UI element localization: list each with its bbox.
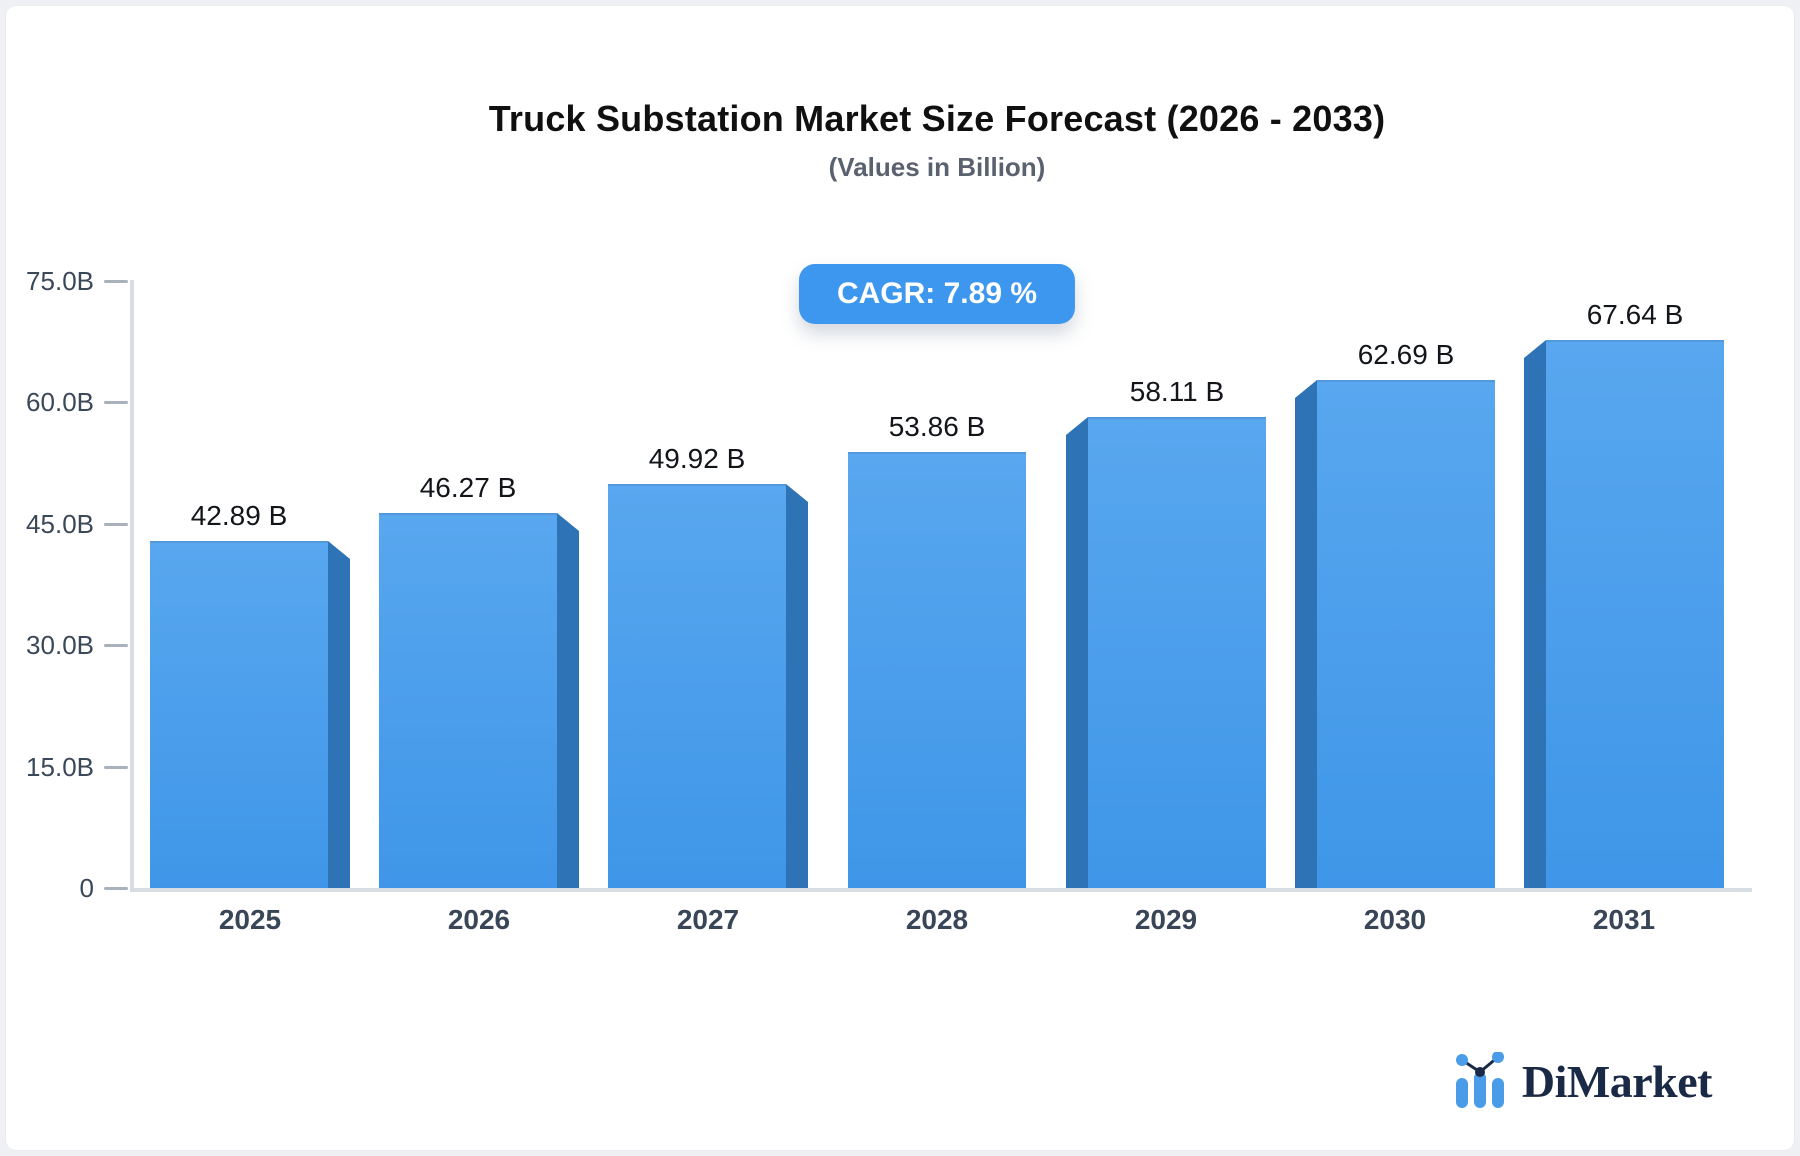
bar-face [608,484,786,888]
y-tick-mark [104,401,128,404]
bar-face [1317,380,1495,888]
x-axis-year-label: 2031 [1592,904,1656,935]
bar-value-label: 58.11 B [1129,376,1225,407]
bar-face [848,452,1026,888]
chart-subtitle: (Values in Billion) [828,152,1046,182]
x-axis-year-label: 2025 [218,904,282,935]
bar-2026 [379,513,579,888]
cagr-badge: CAGR: 7.89 % [798,264,1076,324]
bar-side-face [557,513,579,888]
bar-chart-sparkline-icon [1455,1052,1504,1108]
y-tick-label: 0 [79,873,94,903]
bar-chart-plot-area: 75.0B 60.0B 45.0B 30.0B 15.0B 0 42.89 B 2025 46.… [6,6,1794,1150]
bar-value-label: 42.89 B [190,500,288,531]
bar-side-face [1524,340,1546,888]
y-tick-mark [104,279,128,283]
bar-side-face [1295,380,1317,888]
y-tick-label: 60.0B [26,387,94,417]
logo-wordmark: DiMarket [1521,1056,1713,1107]
bar-2027 [608,484,808,888]
chart-title: Truck Substation Market Size Forecast (2… [488,98,1386,139]
bar-value-label: 49.92 B [648,443,746,474]
y-tick-mark [104,765,128,769]
bar-2031 [1524,340,1724,888]
x-axis-year-label: 2029 [1134,904,1198,935]
y-axis-line [130,280,134,888]
bar-side-face [1066,417,1088,888]
bar-2025 [150,541,350,888]
y-tick-label: 45.0B [26,508,94,539]
x-axis-year-label: 2027 [676,904,740,935]
bar-face [1088,417,1266,888]
dimarket-logo: DiMarket [1454,1052,1713,1108]
y-tick-mark [104,644,128,647]
y-tick-label: 30.0B [26,630,94,660]
x-axis-year-label: 2026 [447,904,511,935]
cagr-badge-label: CAGR: 7.89 % [836,277,1038,310]
bar-value-label: 46.27 B [419,472,517,503]
x-axis-baseline [130,888,1752,892]
bar-2030 [1295,380,1495,888]
bar-value-label: 62.69 B [1357,339,1455,370]
y-tick-mark [104,522,128,526]
y-tick-label: 15.0B [26,751,94,782]
y-tick-mark [104,887,128,890]
bar-face [1546,340,1724,888]
chart-card: Truck Substation Market Size Forecast (2… [6,6,1794,1150]
bar-side-face [328,541,350,888]
bar-value-label: 53.86 B [888,411,986,442]
bar-side-face [786,484,808,888]
chart-region: Truck Substation Market Size Forecast (2… [130,6,1744,1150]
bar-face [150,541,328,888]
x-axis-year-label: 2030 [1363,904,1427,935]
x-axis-year-label: 2028 [905,904,969,935]
bar-face [379,513,557,888]
bar-2029 [1066,417,1266,888]
bar-2028 [837,452,1037,888]
y-tick-label: 75.0B [26,265,94,296]
bar-value-label: 67.64 B [1586,299,1684,330]
